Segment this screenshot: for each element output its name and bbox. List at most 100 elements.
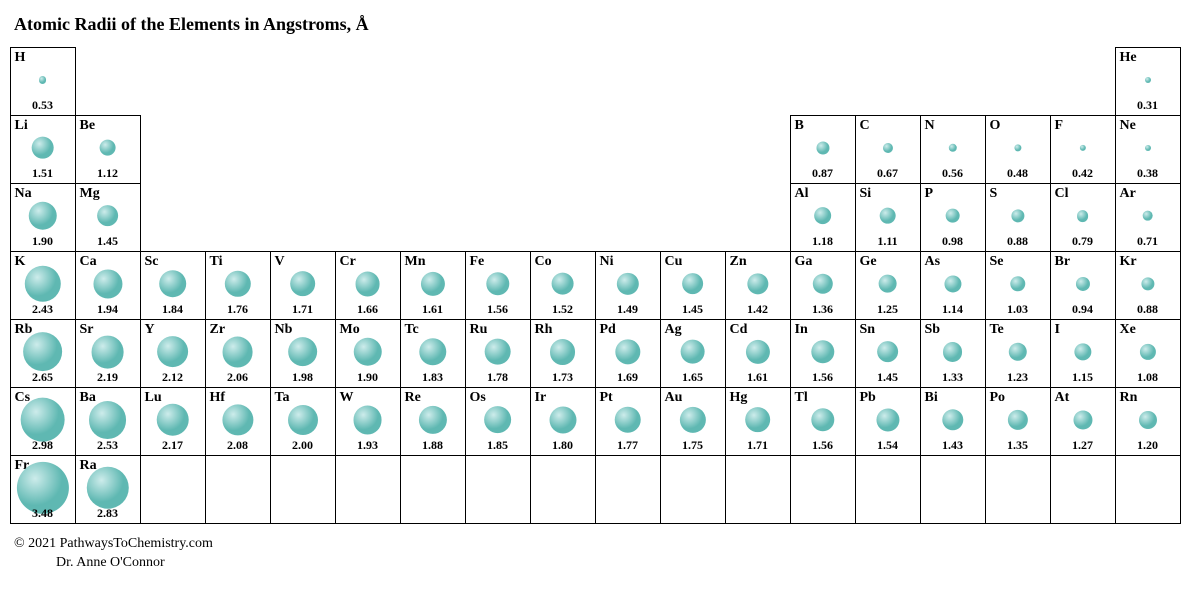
element-radius-value: 1.45 [856, 370, 920, 385]
element-symbol: C [860, 118, 870, 134]
element-symbol: N [925, 118, 935, 134]
element-radius-value: 1.14 [921, 302, 985, 317]
element-cell-at: At1.27 [1050, 387, 1116, 456]
element-radius-value: 1.69 [596, 370, 660, 385]
footer: © 2021 PathwaysToChemistry.com Dr. Anne … [14, 535, 1190, 573]
atom-sphere-icon [882, 143, 892, 153]
element-radius-value: 2.65 [11, 370, 75, 385]
atom-sphere-icon [816, 141, 829, 154]
element-radius-value: 0.71 [1116, 234, 1180, 249]
element-radius-value: 1.98 [271, 370, 335, 385]
atom-sphere-icon [20, 397, 65, 442]
empty-cell [1050, 455, 1116, 524]
element-cell-li: Li1.51 [10, 115, 76, 184]
atom-sphere-icon [679, 407, 705, 433]
atom-sphere-icon [944, 275, 961, 292]
atom-sphere-icon [616, 272, 638, 294]
element-symbol: Br [1055, 254, 1071, 270]
element-symbol: Be [80, 118, 96, 134]
atom-sphere-icon [99, 139, 116, 156]
element-radius-value: 1.27 [1051, 438, 1115, 453]
element-radius-value: 3.48 [11, 506, 75, 521]
element-radius-value: 2.17 [141, 438, 205, 453]
element-radius-value: 1.43 [921, 438, 985, 453]
spacer-cell [400, 183, 466, 252]
page-title: Atomic Radii of the Elements in Angstrom… [14, 14, 1190, 35]
element-cell-hg: Hg1.71 [725, 387, 791, 456]
spacer-cell [335, 115, 401, 184]
element-cell-hf: Hf2.08 [205, 387, 271, 456]
element-radius-value: 1.49 [596, 302, 660, 317]
element-cell-s: S0.88 [985, 183, 1051, 252]
atom-sphere-icon [811, 408, 834, 431]
element-cell-y: Y2.12 [140, 319, 206, 388]
atom-sphere-icon [24, 265, 60, 301]
element-symbol: Os [470, 390, 486, 406]
element-cell-p: P0.98 [920, 183, 986, 252]
empty-cell [595, 455, 661, 524]
element-radius-value: 1.66 [336, 302, 400, 317]
element-symbol: Cr [340, 254, 356, 270]
element-symbol: Ba [80, 390, 96, 406]
empty-cell [985, 455, 1051, 524]
element-cell-pd: Pd 1.69 [595, 319, 661, 388]
element-symbol: Pd [600, 322, 616, 338]
periodic-table: H0.53He0.31Li1.51Be1.12B0.87C0.67N0.56O0… [10, 47, 1180, 523]
element-symbol: Ar [1120, 186, 1136, 202]
element-symbol: Sb [925, 322, 941, 338]
atom-sphere-icon [879, 207, 896, 224]
element-cell-sb: Sb 1.33 [920, 319, 986, 388]
atom-sphere-icon [1073, 410, 1092, 429]
atom-sphere-icon [1077, 210, 1089, 222]
element-cell-mn: Mn 1.61 [400, 251, 466, 320]
spacer-cell [140, 47, 206, 116]
empty-cell [1115, 455, 1181, 524]
spacer-cell [205, 183, 271, 252]
element-radius-value: 2.53 [76, 438, 140, 453]
element-symbol: In [795, 322, 808, 338]
element-symbol: Cl [1055, 186, 1069, 202]
element-cell-rn: Rn1.20 [1115, 387, 1181, 456]
element-radius-value: 1.51 [11, 166, 75, 181]
atom-sphere-icon [1075, 277, 1089, 291]
element-symbol: Tl [795, 390, 808, 406]
element-cell-br: Br0.94 [1050, 251, 1116, 320]
element-cell-zr: Zr2.06 [205, 319, 271, 388]
spacer-cell [465, 115, 531, 184]
element-symbol: Al [795, 186, 809, 202]
element-cell-in: In1.56 [790, 319, 856, 388]
element-symbol: Sc [145, 254, 159, 270]
element-radius-value: 1.61 [401, 302, 465, 317]
element-radius-value: 1.23 [986, 370, 1050, 385]
element-radius-value: 2.06 [206, 370, 270, 385]
element-symbol: V [275, 254, 285, 270]
element-symbol: Au [665, 390, 683, 406]
element-symbol: Na [15, 186, 32, 202]
atom-sphere-icon [1007, 410, 1027, 430]
spacer-cell [205, 47, 271, 116]
atom-sphere-icon [876, 408, 899, 431]
author-line: Dr. Anne O'Connor [56, 554, 1190, 573]
atom-sphere-icon [157, 336, 189, 368]
spacer-cell [465, 47, 531, 116]
element-symbol: Ir [535, 390, 547, 406]
atom-sphere-icon [420, 272, 444, 296]
element-cell-te: Te1.23 [985, 319, 1051, 388]
element-symbol: Mn [405, 254, 426, 270]
element-cell-re: Re1.88 [400, 387, 466, 456]
atom-sphere-icon [418, 406, 446, 434]
element-cell-nb: Nb1.98 [270, 319, 336, 388]
spacer-cell [530, 115, 596, 184]
element-symbol: Y [145, 322, 155, 338]
element-cell-rb: Rb2.65 [10, 319, 76, 388]
element-radius-value: 0.42 [1051, 166, 1115, 181]
element-cell-be: Be1.12 [75, 115, 141, 184]
element-radius-value: 1.33 [921, 370, 985, 385]
element-radius-value: 0.38 [1116, 166, 1180, 181]
atom-sphere-icon [942, 409, 963, 430]
element-radius-value: 1.80 [531, 438, 595, 453]
spacer-cell [140, 183, 206, 252]
atom-sphere-icon [353, 405, 382, 434]
atom-sphere-icon [551, 272, 574, 295]
element-cell-rh: Rh1.73 [530, 319, 596, 388]
